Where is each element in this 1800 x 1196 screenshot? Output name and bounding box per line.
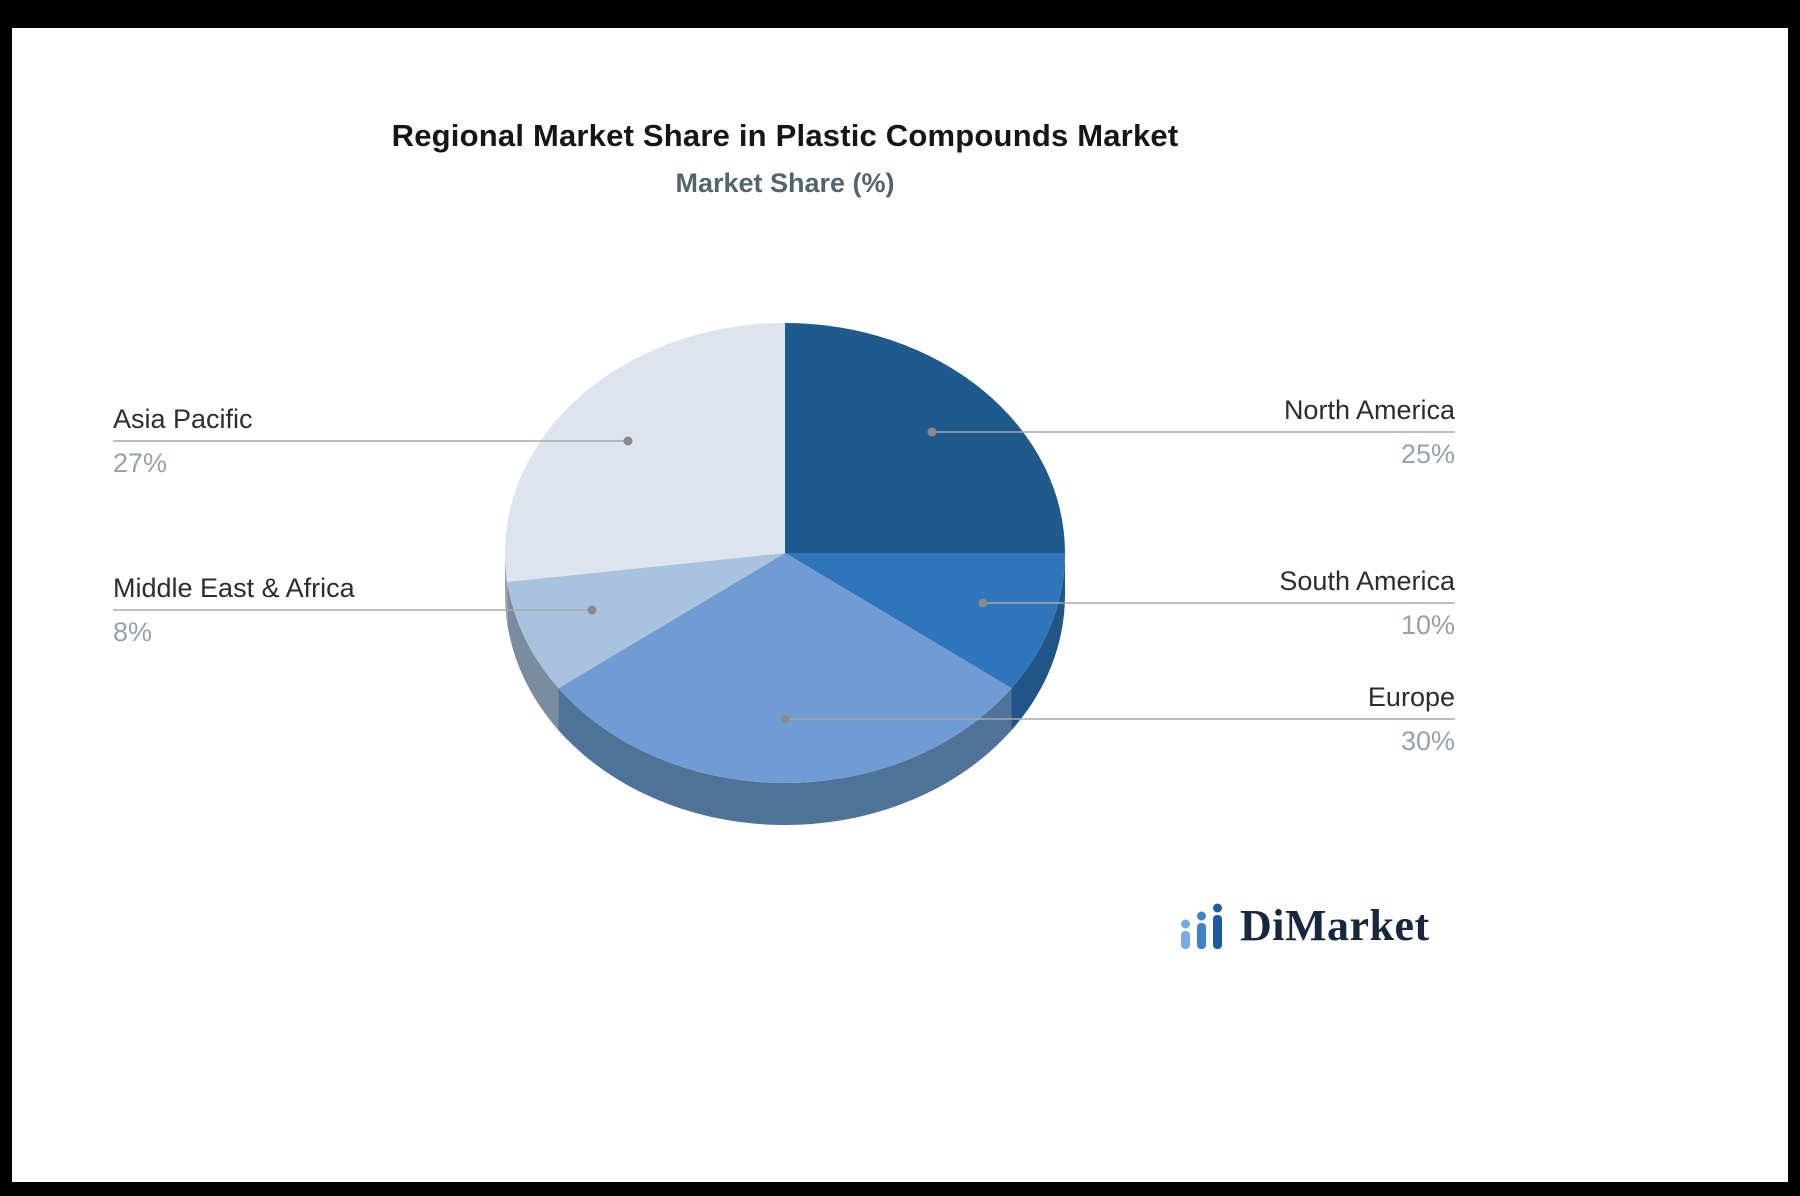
pie-slice-2 — [558, 553, 1012, 784]
pie-slice-3 — [507, 553, 785, 689]
callout-south-america: South America 10% — [1035, 565, 1455, 641]
chart-title: Regional Market Share in Plastic Compoun… — [391, 118, 1179, 153]
callout-europe: Europe 30% — [1035, 681, 1455, 757]
leader-dot-1 — [978, 598, 988, 608]
pie-slice-side-3 — [507, 581, 559, 731]
leader-dot-2 — [780, 714, 790, 724]
callout-middle-east-africa: Middle East & Africa 8% — [113, 572, 533, 648]
pie-slice-side-4 — [505, 553, 508, 624]
callout-north-america: North America 25% — [1035, 394, 1455, 470]
pie-slice-4 — [504, 323, 785, 582]
slice-value-south-america: 10% — [1400, 610, 1455, 640]
dimarket-logo: DiMarket — [1180, 900, 1430, 951]
slice-value-asia-pacific: 27% — [113, 448, 168, 478]
pie-slice-0 — [785, 323, 1065, 553]
bar-chart-dots-icon — [1181, 903, 1222, 949]
chart-subtitle: Market Share (%) — [675, 168, 895, 198]
slice-value-north-america: 25% — [1400, 439, 1455, 469]
leader-dot-3 — [587, 605, 597, 615]
pie-chart — [113, 323, 1455, 826]
slice-label-middle-east-africa: Middle East & Africa — [113, 573, 355, 603]
pie-slice-side-1 — [1011, 553, 1065, 731]
leader-dot-0 — [927, 427, 937, 437]
callout-asia-pacific: Asia Pacific 27% — [113, 403, 533, 479]
pie-slice-1 — [785, 553, 1065, 689]
leader-dot-4 — [623, 436, 633, 446]
slice-label-south-america: South America — [1279, 566, 1455, 596]
chart-canvas: Regional Market Share in Plastic Compoun… — [12, 28, 1788, 1182]
slice-label-asia-pacific: Asia Pacific — [113, 404, 253, 434]
slice-value-middle-east-africa: 8% — [113, 617, 153, 647]
slice-label-north-america: North America — [1283, 395, 1455, 425]
dimarket-logo-text: DiMarket — [1240, 901, 1430, 950]
pie-slice-side-2 — [558, 688, 1012, 826]
slice-value-europe: 30% — [1400, 726, 1455, 756]
slice-label-europe: Europe — [1367, 682, 1455, 712]
